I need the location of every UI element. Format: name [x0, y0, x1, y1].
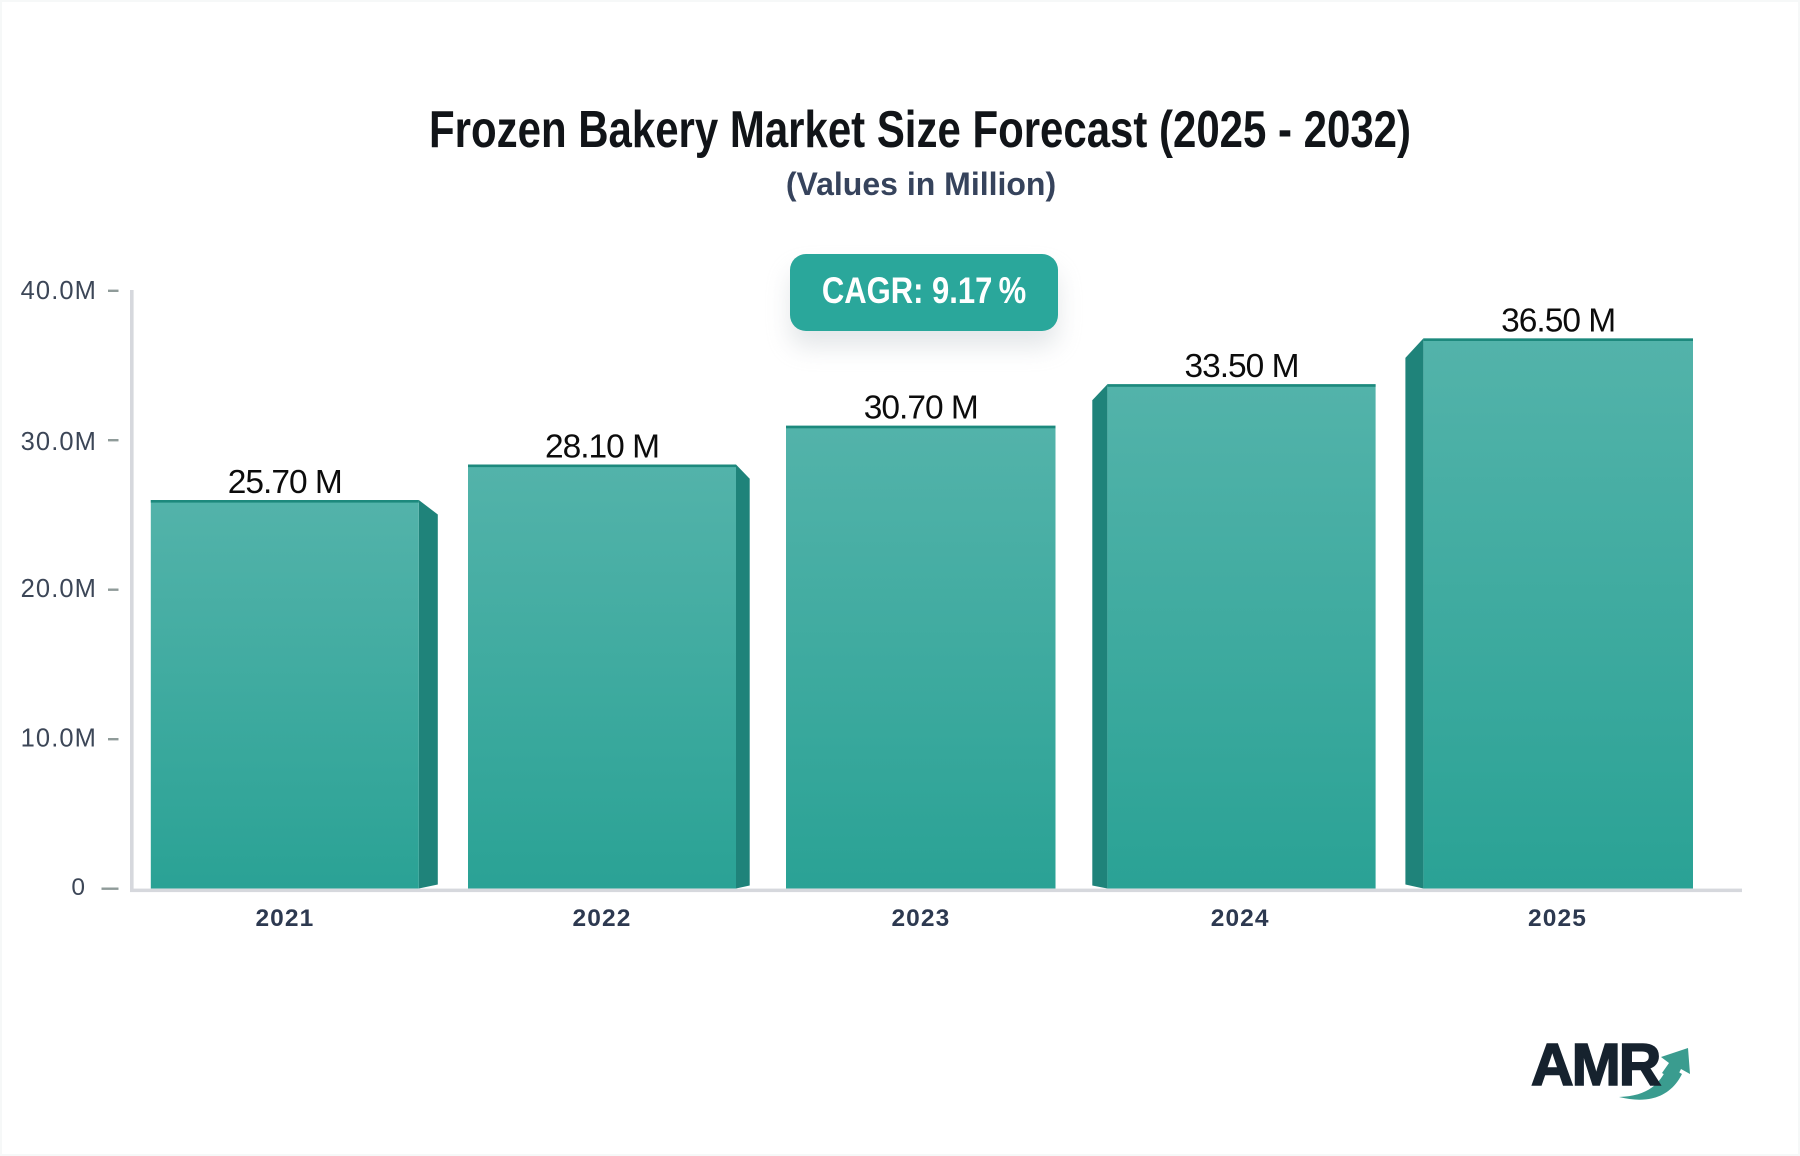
svg-text:33.50 M: 33.50 M — [1184, 348, 1298, 385]
svg-text:36.50 M: 36.50 M — [1501, 302, 1615, 339]
svg-text:2021: 2021 — [255, 905, 314, 932]
svg-text:28.10 M: 28.10 M — [545, 429, 659, 466]
svg-text:25.70 M: 25.70 M — [228, 464, 342, 501]
svg-text:2025: 2025 — [1528, 905, 1587, 932]
svg-text:2024: 2024 — [1211, 905, 1270, 932]
svg-text:0: 0 — [71, 874, 85, 901]
svg-text:20.0M: 20.0M — [21, 575, 97, 603]
svg-text:30.70 M: 30.70 M — [864, 390, 978, 427]
svg-text:10.0M: 10.0M — [21, 724, 97, 752]
svg-text:2023: 2023 — [891, 905, 950, 932]
svg-text:30.0M: 30.0M — [21, 428, 97, 456]
svg-text:2022: 2022 — [573, 905, 632, 932]
svg-text:40.0M: 40.0M — [21, 277, 97, 305]
